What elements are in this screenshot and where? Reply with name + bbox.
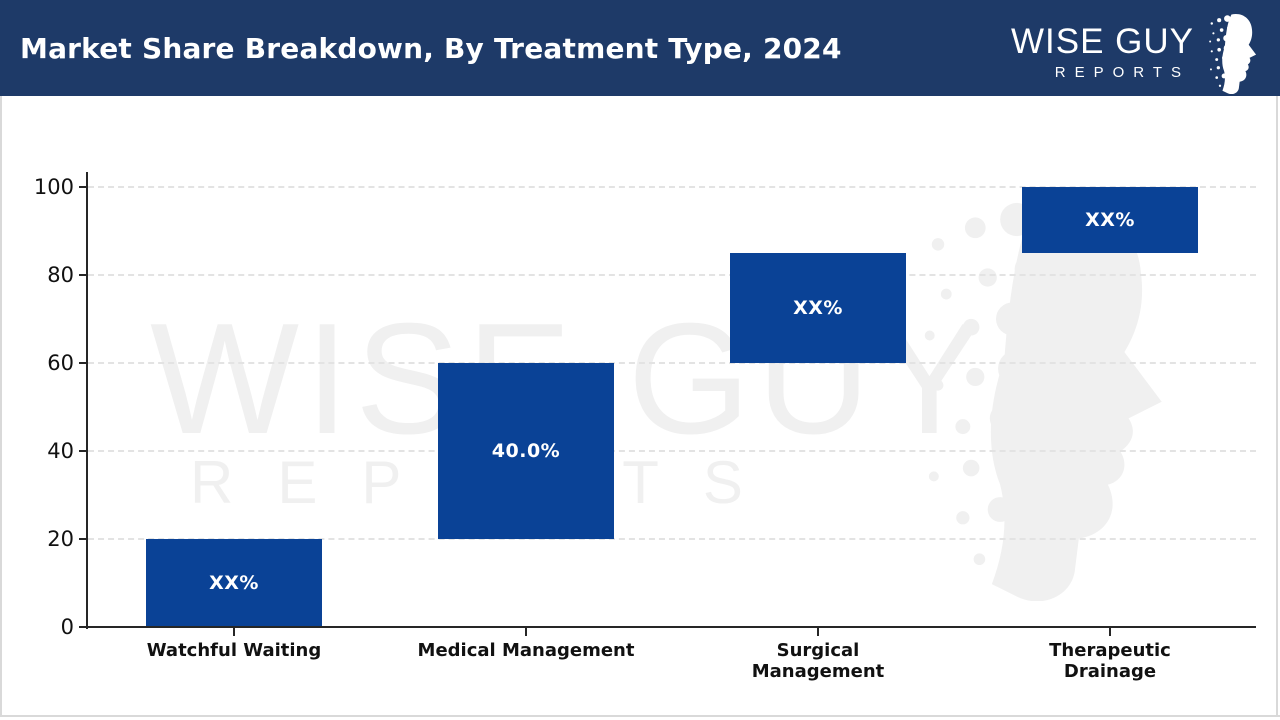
page-title: Market Share Breakdown, By Treatment Typ… (20, 31, 842, 65)
y-tick-label-40: 40 (47, 439, 74, 463)
bar-value-label-therapeutic-drainage: XX% (1085, 209, 1135, 231)
header-bar: Market Share Breakdown, By Treatment Typ… (0, 0, 1280, 96)
y-tick-label-20: 20 (47, 527, 74, 551)
y-tick-label-60: 60 (47, 351, 74, 375)
brand-logo: WISE GUY REPORTS (1011, 6, 1266, 94)
y-tick-label-0: 0 (60, 615, 74, 639)
page-border-bottom (0, 715, 1280, 717)
bar-surgical-management: XX% (730, 253, 906, 363)
y-tick-40 (79, 450, 88, 452)
x-tick-label-line: Management (751, 661, 885, 682)
x-tick-surgical-management (817, 627, 819, 636)
y-tick-100 (79, 186, 88, 188)
x-tick-label-medical-management: Medical Management (396, 640, 656, 661)
page-border-right (1276, 96, 1278, 717)
bar-value-label-watchful-waiting: XX% (209, 572, 259, 594)
x-tick-label-line: Drainage (1063, 661, 1157, 682)
y-tick-label-100: 100 (33, 175, 74, 199)
x-tick-label-surgical-management: Surgical Management (688, 640, 948, 682)
bar-medical-management: 40.0% (438, 363, 614, 539)
bar-therapeutic-drainage: XX% (1022, 187, 1198, 253)
gridline-20 (88, 538, 1256, 540)
page-border-left (0, 96, 2, 717)
gridline-100 (88, 186, 1256, 188)
x-tick-label-therapeutic-drainage: Therapeutic Drainage (980, 640, 1240, 682)
bar-value-label-medical-management: 40.0% (491, 440, 561, 462)
logo-tagline: REPORTS (1054, 64, 1190, 81)
bar-value-label-surgical-management: XX% (793, 297, 843, 319)
y-tick-label-80: 80 (47, 263, 74, 287)
y-axis (86, 172, 88, 629)
x-tick-label-line: Watchful Waiting (146, 640, 322, 661)
logo-wordmark: WISE GUY (1010, 22, 1194, 61)
y-tick-80 (79, 274, 88, 276)
gridline-60 (88, 362, 1256, 364)
x-tick-medical-management (525, 627, 527, 636)
x-tick-label-watchful-waiting: Watchful Waiting (104, 640, 364, 661)
gridline-80 (88, 274, 1256, 276)
x-tick-label-line: Surgical (776, 640, 860, 661)
x-tick-label-line: Medical Management (417, 640, 635, 661)
gridline-40 (88, 450, 1256, 452)
x-tick-watchful-waiting (233, 627, 235, 636)
y-tick-60 (79, 362, 88, 364)
x-axis (86, 626, 1256, 628)
x-tick-label-line: Therapeutic (1049, 640, 1171, 661)
y-tick-20 (79, 538, 88, 540)
y-tick-0 (79, 626, 88, 628)
logo-head-icon (1200, 12, 1258, 94)
x-tick-therapeutic-drainage (1109, 627, 1111, 636)
bar-watchful-waiting: XX% (146, 539, 322, 627)
